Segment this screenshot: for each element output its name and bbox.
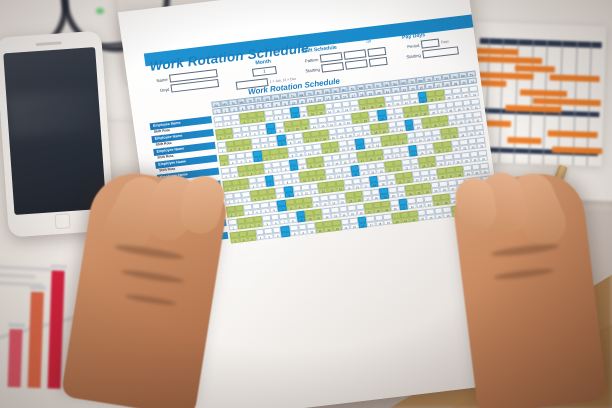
pay-cell[interactable]: 31 — [480, 168, 490, 175]
pay-cell[interactable]: 31 — [478, 155, 488, 162]
gantt-bar — [549, 74, 600, 83]
pay-cell[interactable]: 31 — [473, 116, 483, 123]
shift-starting-input-c[interactable] — [368, 56, 388, 67]
shift-starting-input-b[interactable] — [344, 59, 368, 70]
pay-cell[interactable]: 31 — [475, 129, 485, 136]
phone-screen[interactable] — [3, 46, 107, 216]
status-dot — [96, 8, 104, 14]
gantt-bar — [547, 130, 598, 139]
bar-chart-label — [8, 322, 25, 328]
bar-chart-bar — [7, 328, 23, 388]
pay-starting-input[interactable] — [422, 46, 459, 59]
pay-cell[interactable]: 31 — [469, 91, 479, 98]
shift-pattern-input-b[interactable] — [343, 49, 367, 60]
background-gantt-chart — [469, 21, 607, 167]
pay-starting-label: Starting — [405, 52, 422, 59]
month-input[interactable]: 1 — [251, 66, 277, 77]
date-header-cell: 31 — [467, 77, 478, 85]
gantt-header-bar — [479, 37, 602, 49]
pay-cell[interactable]: 31 — [471, 104, 481, 111]
screen-glare — [6, 89, 101, 138]
pay-period-label: Period — [406, 42, 420, 49]
shift-pattern-input-a[interactable] — [319, 52, 343, 63]
phone-home-button[interactable] — [54, 213, 71, 230]
shift-off-input[interactable] — [367, 46, 387, 57]
gantt-bar — [519, 89, 568, 98]
gantt-bar — [475, 55, 542, 65]
shift-starting-input-a[interactable] — [321, 62, 345, 73]
bar-chart-label — [29, 285, 47, 291]
gantt-bar — [515, 65, 555, 73]
shift-pattern-label: Pattern — [304, 56, 319, 64]
gantt-bar — [507, 136, 542, 145]
pay-period-input[interactable] — [420, 38, 440, 49]
gantt-bar — [475, 71, 534, 80]
bar-chart-bar — [27, 291, 44, 389]
pay-cell[interactable]: 31 — [476, 142, 487, 149]
field-label-dept: Dept — [159, 86, 170, 93]
shift-starting-label: Starting — [304, 66, 320, 74]
bar-chart-bar — [47, 270, 65, 389]
gantt-bar — [475, 47, 519, 56]
bar-chart-label — [50, 264, 67, 269]
phone-speaker — [35, 41, 62, 47]
gantt-bar — [532, 97, 602, 107]
off-label: Off — [366, 39, 372, 45]
field-label-name: Name — [156, 76, 168, 83]
days-label: Days — [440, 39, 450, 45]
day-header-cell: Tu — [466, 70, 477, 78]
